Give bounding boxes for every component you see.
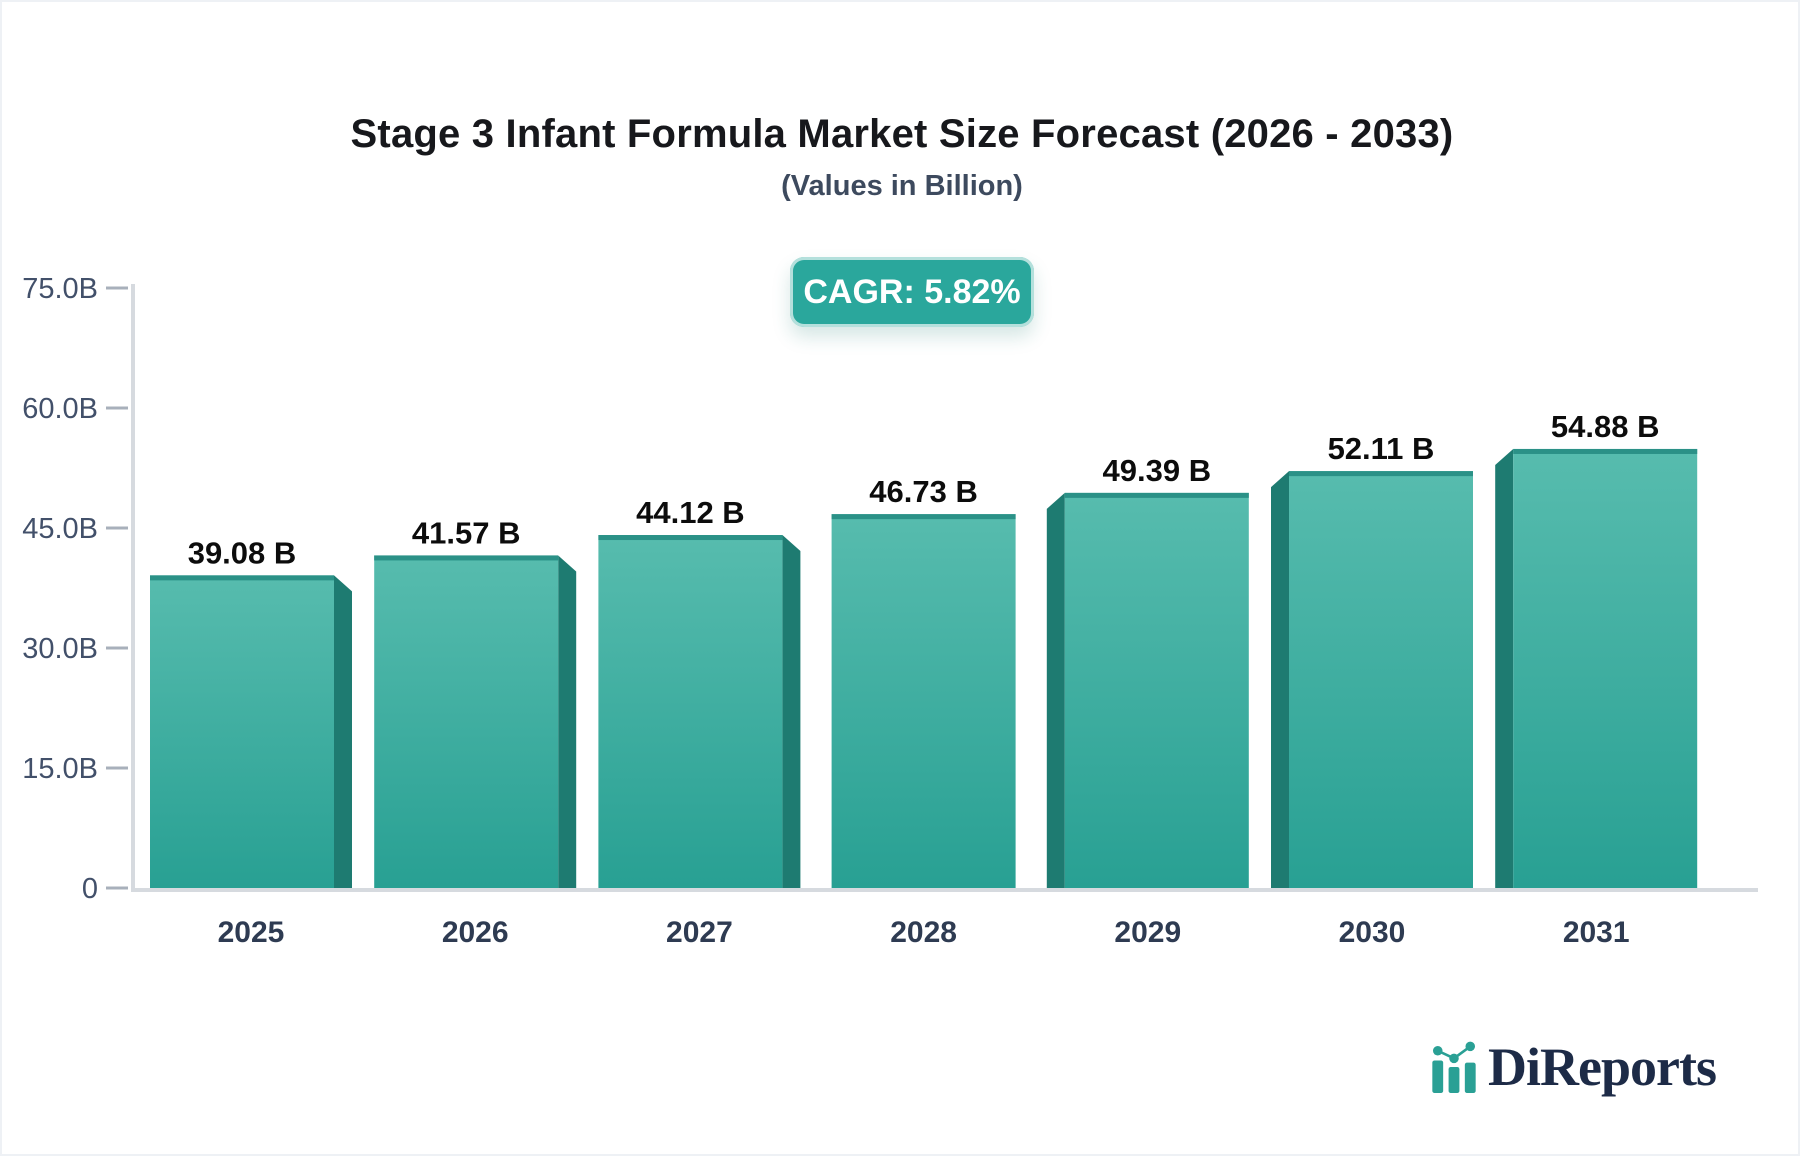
logo-text: DiReports — [1488, 1037, 1717, 1097]
value-label: 52.11 B — [1328, 431, 1435, 466]
direports-logo: DiReports — [1430, 1026, 1717, 1108]
bar-side-face — [782, 535, 801, 888]
year-label: 2029 — [1114, 916, 1181, 949]
bar-side-face — [1271, 471, 1289, 888]
bar-side-face — [1495, 448, 1514, 888]
bar-top-edge — [150, 575, 334, 581]
chart-subtitle: (Values in Billion) — [781, 170, 1023, 202]
bar-side-face — [334, 575, 352, 888]
year-label: 2031 — [1563, 916, 1630, 949]
value-label: 46.73 B — [869, 474, 978, 509]
bar-side-face — [558, 555, 577, 888]
bar-top-edge — [1064, 492, 1249, 498]
y-axis-line — [131, 284, 135, 892]
value-label: 39.08 B — [188, 535, 297, 570]
bar-top-edge — [831, 514, 1016, 520]
bar-top-edge — [1513, 448, 1698, 454]
chart-title: Stage 3 Infant Formula Market Size Forec… — [350, 112, 1454, 156]
y-tick-label: 15.0B — [22, 753, 98, 785]
bar-front-face — [1513, 448, 1698, 888]
y-tick-label: 45.0B — [22, 513, 98, 545]
y-tick-label: 0 — [82, 873, 98, 905]
bar-top-edge — [598, 535, 783, 541]
value-label: 54.88 B — [1551, 409, 1660, 444]
value-label: 49.39 B — [1103, 453, 1212, 488]
y-tick-label: 75.0B — [22, 273, 98, 305]
bar-front-face — [1289, 471, 1473, 888]
bar-side-face — [1046, 492, 1065, 888]
year-label: 2027 — [666, 916, 733, 949]
logo-icon — [1432, 1041, 1476, 1093]
bar-top-edge — [1289, 471, 1473, 477]
year-label: 2030 — [1339, 916, 1406, 949]
year-label: 2028 — [890, 916, 957, 949]
x-axis-line — [131, 888, 1758, 892]
bar-front-face — [831, 514, 1016, 888]
bar-top-edge — [374, 555, 559, 561]
y-tick-label: 60.0B — [22, 393, 98, 425]
bar-front-face — [598, 535, 783, 888]
cagr-badge: CAGR: 5.82% — [790, 257, 1034, 327]
bar-front-face — [1064, 492, 1249, 888]
year-label: 2025 — [218, 916, 285, 949]
y-tick-label: 30.0B — [22, 633, 98, 665]
bar-front-face — [374, 555, 559, 888]
value-label: 41.57 B — [412, 515, 521, 550]
bar-front-face — [150, 575, 334, 888]
value-label: 44.12 B — [636, 495, 745, 530]
year-label: 2026 — [442, 916, 509, 949]
